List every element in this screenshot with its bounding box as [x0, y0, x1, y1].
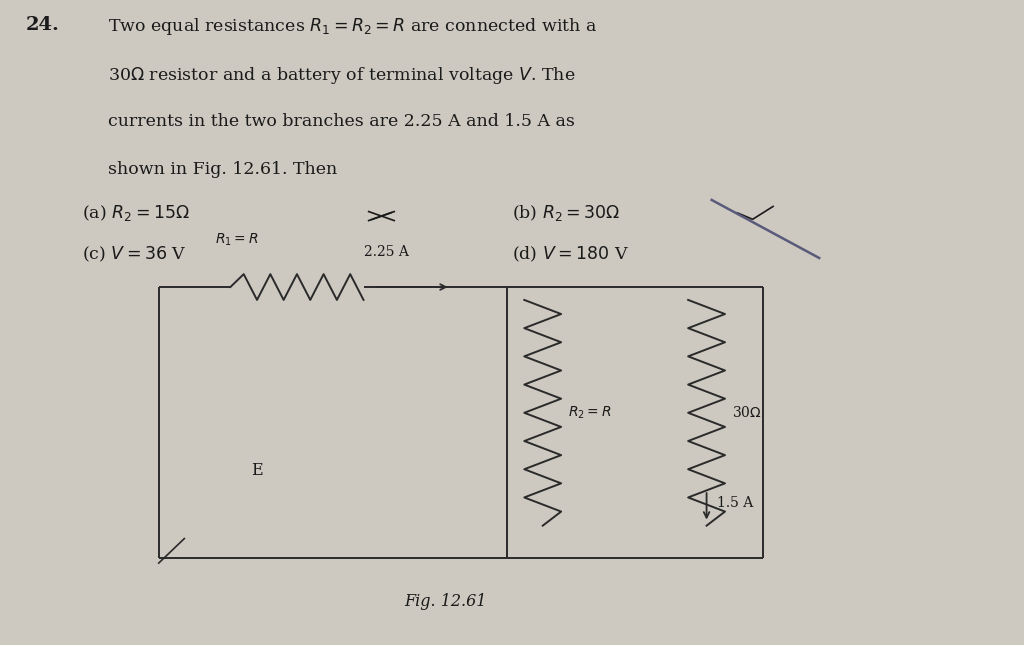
Text: 30$\Omega$: 30$\Omega$ [732, 405, 762, 421]
Text: 1.5 A: 1.5 A [717, 496, 753, 510]
Text: currents in the two branches are 2.25 A and 1.5 A as: currents in the two branches are 2.25 A … [108, 113, 574, 130]
Text: $R_2 = R$: $R_2 = R$ [568, 404, 612, 421]
Text: shown in Fig. 12.61. Then: shown in Fig. 12.61. Then [108, 161, 337, 178]
Text: E: E [251, 462, 262, 479]
Text: 24.: 24. [26, 16, 59, 34]
Text: $R_1 = R$: $R_1 = R$ [215, 232, 259, 248]
Text: 2.25 A: 2.25 A [364, 245, 409, 259]
Text: Two equal resistances $R_1 = R_2 = R$ are connected with a: Two equal resistances $R_1 = R_2 = R$ ar… [108, 16, 597, 37]
Text: 30$\Omega$ resistor and a battery of terminal voltage $V$. The: 30$\Omega$ resistor and a battery of ter… [108, 64, 574, 86]
Text: (d) $V = 180$ V: (d) $V = 180$ V [512, 245, 629, 264]
Text: (b) $R_2 = 30\Omega$: (b) $R_2 = 30\Omega$ [512, 203, 621, 223]
Text: (c) $V = 36$ V: (c) $V = 36$ V [82, 245, 186, 264]
Text: Fig. 12.61: Fig. 12.61 [404, 593, 486, 610]
Text: (a) $R_2 = 15\Omega$: (a) $R_2 = 15\Omega$ [82, 203, 189, 223]
